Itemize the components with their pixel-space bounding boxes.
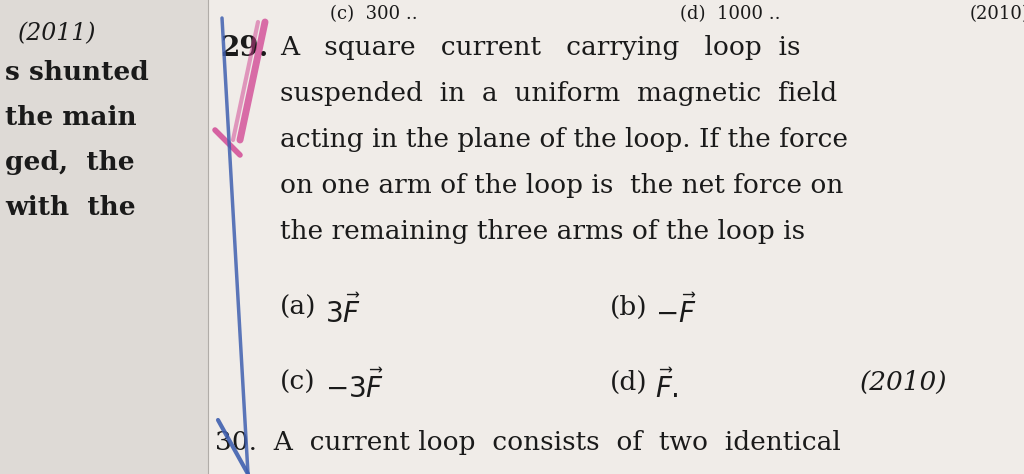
Text: the remaining three arms of the loop is: the remaining three arms of the loop is [280,219,805,244]
Text: (a): (a) [280,295,316,320]
Text: suspended  in  a  uniform  magnetic  field: suspended in a uniform magnetic field [280,81,838,106]
Text: (2010): (2010) [860,370,947,395]
Text: A   square   current   carrying   loop  is: A square current carrying loop is [280,35,801,60]
Text: the main: the main [5,105,136,130]
Text: acting in the plane of the loop. If the force: acting in the plane of the loop. If the … [280,127,848,152]
Text: (d): (d) [610,370,647,395]
Text: $-\vec{F}$: $-\vec{F}$ [655,295,696,329]
Text: (d)  1000 ..: (d) 1000 .. [680,5,780,23]
Text: ged,  the: ged, the [5,150,134,175]
Text: $3\vec{F}$: $3\vec{F}$ [325,295,361,329]
Text: s shunted: s shunted [5,60,148,85]
Text: (2011): (2011) [18,22,96,45]
Text: $\vec{F}$.: $\vec{F}$. [655,370,679,404]
Text: (b): (b) [610,295,647,320]
Text: with  the: with the [5,195,135,220]
Text: on one arm of the loop is  the net force on: on one arm of the loop is the net force … [280,173,844,198]
Text: $-3\vec{F}$: $-3\vec{F}$ [325,370,384,404]
Text: 29.: 29. [220,35,268,62]
Bar [0,0,208,474]
Text: (2010): (2010) [970,5,1024,23]
Bar [208,0,1024,474]
Text: (c)  300 ..: (c) 300 .. [330,5,418,23]
Text: 30.  A  current loop  consists  of  two  identical: 30. A current loop consists of two ident… [215,430,841,455]
Text: (c): (c) [280,370,315,395]
